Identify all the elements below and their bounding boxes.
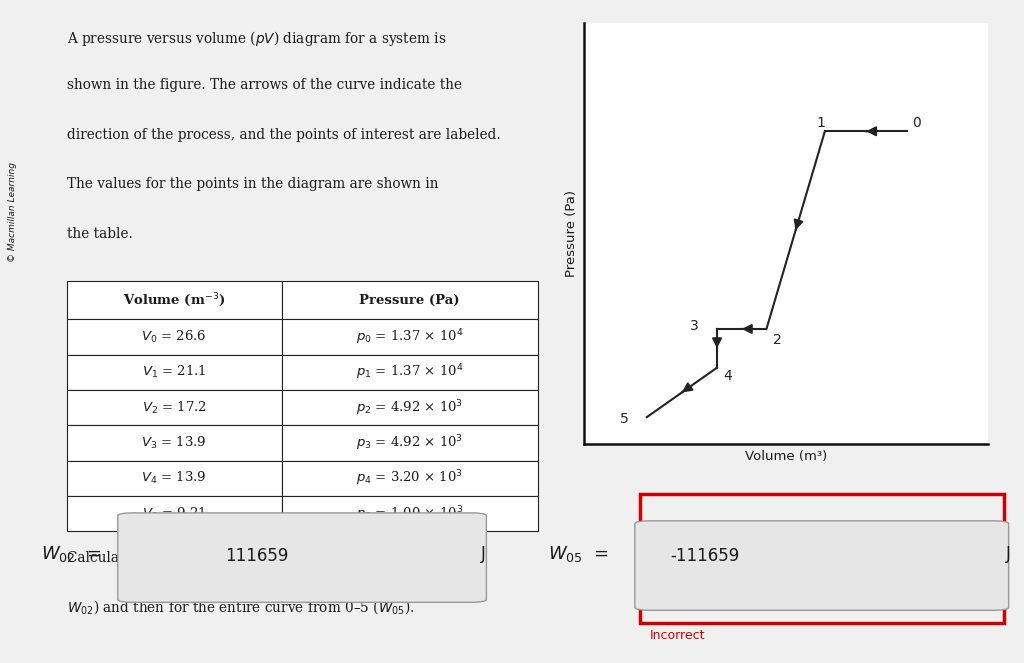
Text: $p_3$ = 4.92 × 10$^3$: $p_3$ = 4.92 × 10$^3$	[356, 434, 463, 453]
Bar	[282, 280, 538, 320]
Text: $W_{05}$  =: $W_{05}$ =	[548, 544, 608, 564]
Text: Volume (m$^{-3}$): Volume (m$^{-3}$)	[123, 291, 225, 309]
Bar	[67, 496, 282, 532]
FancyBboxPatch shape	[640, 494, 1004, 623]
Text: $W_{02}$  =: $W_{02}$ =	[41, 544, 101, 564]
Text: $p_4$ = 3.20 × 10$^3$: $p_4$ = 3.20 × 10$^3$	[356, 469, 463, 488]
Text: $V_4$ = 13.9: $V_4$ = 13.9	[141, 470, 207, 487]
Text: 3: 3	[690, 318, 699, 333]
Text: 0: 0	[912, 117, 921, 131]
Text: direction of the process, and the points of interest are labeled.: direction of the process, and the points…	[67, 127, 500, 142]
Bar	[67, 426, 282, 461]
Text: $V_1$ = 21.1: $V_1$ = 21.1	[142, 365, 206, 381]
Bar	[67, 280, 282, 320]
Bar	[67, 320, 282, 355]
Text: $p_0$ = 1.37 × 10$^4$: $p_0$ = 1.37 × 10$^4$	[355, 328, 464, 347]
Text: 5: 5	[620, 412, 629, 426]
Text: $W_{02}$) and then for the entire curve from 0–5 ($W_{05}$).: $W_{02}$) and then for the entire curve …	[67, 598, 414, 616]
Bar	[67, 390, 282, 426]
Text: $V_5$ = 9.21: $V_5$ = 9.21	[142, 506, 206, 522]
Text: $p_5$ = 1.00 × 10$^3$: $p_5$ = 1.00 × 10$^3$	[356, 504, 463, 524]
Text: The values for the points in the diagram are shown in: The values for the points in the diagram…	[67, 177, 438, 191]
Text: $p_1$ = 1.37 × 10$^4$: $p_1$ = 1.37 × 10$^4$	[355, 363, 464, 382]
Text: the table.: the table.	[67, 227, 132, 241]
Bar	[282, 390, 538, 426]
Text: 4: 4	[723, 369, 732, 383]
Text: $V_2$ = 17.2: $V_2$ = 17.2	[141, 400, 207, 416]
Text: Pressure (Pa): Pressure (Pa)	[359, 294, 460, 306]
FancyBboxPatch shape	[635, 521, 1009, 610]
Bar	[67, 461, 282, 496]
Text: $V_0$ = 26.6: $V_0$ = 26.6	[141, 329, 207, 345]
Bar	[67, 355, 282, 390]
Y-axis label: Pressure (Pa): Pressure (Pa)	[565, 190, 579, 277]
Text: $V_3$ = 13.9: $V_3$ = 13.9	[141, 435, 207, 451]
Text: J: J	[481, 544, 486, 563]
Text: Calculate the amount of work done on the system from 0–2 (: Calculate the amount of work done on the…	[67, 551, 485, 566]
Bar	[282, 320, 538, 355]
Text: © Macmillan Learning: © Macmillan Learning	[8, 162, 16, 262]
Text: -111659: -111659	[671, 546, 740, 565]
Bar	[282, 426, 538, 461]
Text: 111659: 111659	[225, 546, 289, 565]
Bar	[282, 355, 538, 390]
Text: $p_2$ = 4.92 × 10$^3$: $p_2$ = 4.92 × 10$^3$	[356, 398, 463, 418]
Text: 1: 1	[816, 117, 824, 131]
FancyBboxPatch shape	[118, 513, 486, 602]
Text: A pressure versus volume ($pV$) diagram for a system is: A pressure versus volume ($pV$) diagram …	[67, 29, 445, 48]
Text: J: J	[1006, 544, 1011, 563]
Bar	[282, 461, 538, 496]
Text: shown in the figure. The arrows of the curve indicate the: shown in the figure. The arrows of the c…	[67, 78, 462, 92]
X-axis label: Volume (m³): Volume (m³)	[744, 450, 827, 463]
Text: 2: 2	[772, 333, 781, 347]
Bar	[282, 496, 538, 532]
Text: Incorrect: Incorrect	[650, 629, 706, 642]
